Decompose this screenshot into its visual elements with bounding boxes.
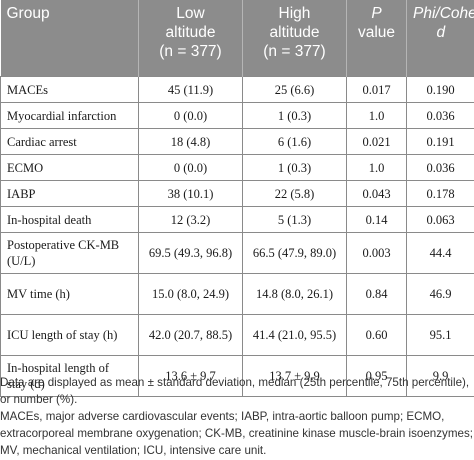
table-footnote: Data are displayed as mean ± standard de… <box>0 374 474 459</box>
cell-low: 18 (4.8) <box>138 128 243 155</box>
cell-high: 6 (1.6) <box>242 128 347 155</box>
header-text: d <box>436 24 446 41</box>
header-text: Phi/Cohen <box>413 5 474 22</box>
cell-p: 0.017 <box>346 76 407 103</box>
cell-high: 66.5 (47.9, 89.0) <box>242 232 347 274</box>
cell-p: 0.003 <box>346 232 407 274</box>
table-row: MV time (h) 15.0 (8.0, 24.9) 14.8 (8.0, … <box>0 273 474 315</box>
table-row: ICU length of stay (h) 42.0 (20.7, 88.5)… <box>0 314 474 356</box>
cell-high: 22 (5.8) <box>242 180 347 207</box>
table-row: ECMO 0 (0.0) 1 (0.3) 1.0 0.036 <box>0 154 474 181</box>
cell-p: 1.0 <box>346 102 407 129</box>
header-text: value <box>357 24 396 41</box>
row-label: ECMO <box>0 154 139 181</box>
row-label: Postoperative CK-MB (U/L) <box>0 232 139 274</box>
cell-effect: 0.036 <box>406 102 474 129</box>
cell-effect: 0.191 <box>406 128 474 155</box>
cell-low: 13.6 ± 9.7 <box>138 355 243 397</box>
header-text: Low <box>176 5 205 22</box>
cell-effect: 0.178 <box>406 180 474 207</box>
header-text: altitude <box>165 24 216 41</box>
row-label: In-hospital death <box>0 206 139 233</box>
cell-low: 69.5 (49.3, 96.8) <box>138 232 243 274</box>
cell-high: 13.7 ± 9.9 <box>242 355 347 397</box>
cell-p: 0.60 <box>346 314 407 356</box>
header-text: Group <box>6 5 50 22</box>
table-row: Cardiac arrest 18 (4.8) 6 (1.6) 0.021 0.… <box>0 128 474 155</box>
cell-effect: 46.9 <box>406 273 474 315</box>
header-text: P <box>371 5 382 22</box>
cell-high: 1 (0.3) <box>242 102 347 129</box>
cell-high: 14.8 (8.0, 26.1) <box>242 273 347 315</box>
row-label: MACEs <box>0 76 139 103</box>
cell-effect: 0.063 <box>406 206 474 233</box>
cell-low: 12 (3.2) <box>138 206 243 233</box>
table-row: In-hospital death 12 (3.2) 5 (1.3) 0.14 … <box>0 206 474 233</box>
cell-low: 0 (0.0) <box>138 102 243 129</box>
cell-p: 0.14 <box>346 206 407 233</box>
header-text: altitude <box>269 24 320 41</box>
header-low-altitude: Low altitude (n = 377) <box>138 0 243 77</box>
cell-effect: 0.036 <box>406 154 474 181</box>
footnote-data-format: Data are displayed as mean ± standard de… <box>0 376 470 406</box>
cell-p: 0.84 <box>346 273 407 315</box>
header-p-value: P value <box>346 0 407 77</box>
cell-low: 15.0 (8.0, 24.9) <box>138 273 243 315</box>
row-label: MV time (h) <box>0 273 139 315</box>
table-row: Postoperative CK-MB (U/L) 69.5 (49.3, 96… <box>0 232 474 274</box>
cell-effect: 9.9 <box>406 355 474 397</box>
cell-high: 5 (1.3) <box>242 206 347 233</box>
cell-effect: 44.4 <box>406 232 474 274</box>
row-label: Myocardial infarction <box>0 102 139 129</box>
header-group: Group <box>0 0 139 77</box>
table-row: MACEs 45 (11.9) 25 (6.6) 0.017 0.190 <box>0 76 474 103</box>
table-row: Myocardial infarction 0 (0.0) 1 (0.3) 1.… <box>0 102 474 129</box>
table-row: In-hospital length of stay (d) 13.6 ± 9.… <box>0 355 474 397</box>
cell-effect: 95.1 <box>406 314 474 356</box>
header-text: High <box>278 5 311 22</box>
cell-low: 0 (0.0) <box>138 154 243 181</box>
row-label: IABP <box>0 180 139 207</box>
row-label: Cardiac arrest <box>0 128 139 155</box>
cell-low: 42.0 (20.7, 88.5) <box>138 314 243 356</box>
header-row: Group Low altitude (n = 377) High altitu… <box>0 0 474 77</box>
header-text: (n = 377) <box>263 43 326 60</box>
cell-high: 1 (0.3) <box>242 154 347 181</box>
row-label: In-hospital length of stay (d) <box>0 355 139 397</box>
header-text: (n = 377) <box>159 43 222 60</box>
cell-p: 0.95 <box>346 355 407 397</box>
cell-low: 45 (11.9) <box>138 76 243 103</box>
footnote-abbreviations: MACEs, major adverse cardiovascular even… <box>0 410 473 457</box>
cell-low: 38 (10.1) <box>138 180 243 207</box>
row-label: ICU length of stay (h) <box>0 314 139 356</box>
cell-p: 0.021 <box>346 128 407 155</box>
cell-effect: 0.190 <box>406 76 474 103</box>
header-high-altitude: High altitude (n = 377) <box>242 0 347 77</box>
table-row: IABP 38 (10.1) 22 (5.8) 0.043 0.178 <box>0 180 474 207</box>
cell-p: 0.043 <box>346 180 407 207</box>
cell-p: 1.0 <box>346 154 407 181</box>
cell-high: 41.4 (21.0, 95.5) <box>242 314 347 356</box>
cell-high: 25 (6.6) <box>242 76 347 103</box>
results-table: Group Low altitude (n = 377) High altitu… <box>0 0 474 397</box>
header-phi-cohen-d: Phi/Cohen d <box>406 0 474 77</box>
